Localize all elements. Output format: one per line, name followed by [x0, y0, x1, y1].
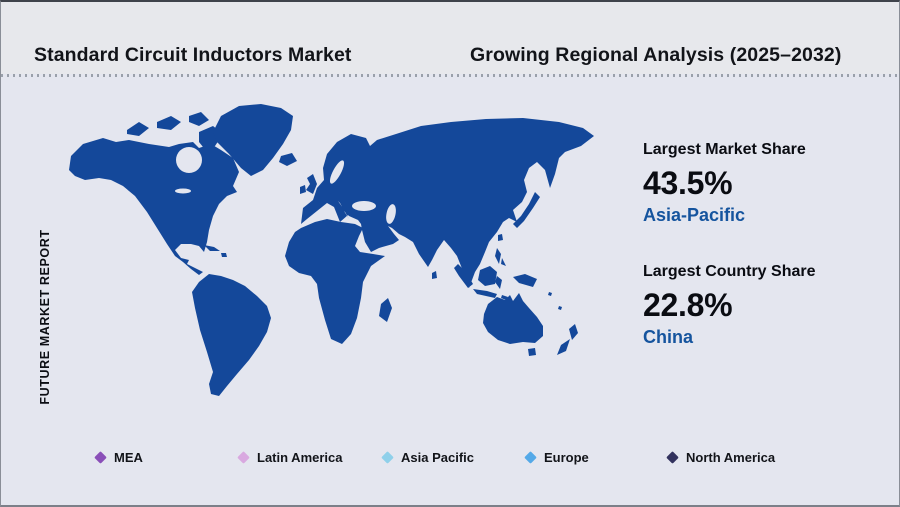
diamond-icon — [381, 450, 394, 464]
stat-label: Largest Market Share — [643, 141, 806, 158]
stat-value: 43.5% — [643, 165, 733, 201]
legend-item-north-america: North America — [666, 448, 776, 466]
legend-item-mea: MEA — [94, 448, 143, 466]
world-map — [61, 92, 621, 412]
diamond-icon — [237, 450, 250, 464]
page-title: Standard Circuit Inductors Market — [34, 44, 352, 66]
dotted-divider — [1, 74, 899, 77]
map-australia — [483, 293, 543, 344]
map-new-zealand — [569, 324, 578, 340]
map-north-america — [69, 138, 239, 275]
brand-vertical-label: FUTURE MARKET REPORT — [38, 229, 52, 405]
map-caspian-sea — [386, 204, 396, 224]
map-sumatra — [454, 264, 473, 288]
stat-region: China — [643, 327, 694, 347]
legend-item-asia-pacific: Asia Pacific — [381, 448, 474, 466]
map-hudson-bay — [176, 147, 202, 173]
map-iceland — [279, 153, 297, 166]
diamond-icon — [666, 450, 679, 464]
map-japan — [513, 192, 540, 228]
header: Standard Circuit Inductors Market Growin… — [1, 2, 899, 74]
diamond-icon — [94, 450, 107, 464]
map-new-guinea — [513, 274, 537, 287]
diamond-icon — [524, 450, 537, 464]
map-madagascar — [379, 298, 392, 322]
stat-market-share: Largest Market Share 43.5% Asia-Pacific — [643, 139, 806, 226]
legend: MEA Latin America Asia Pacific Europe No… — [1, 448, 899, 468]
map-africa — [285, 219, 385, 344]
legend-item-europe: Europe — [524, 448, 589, 466]
map-south-america — [192, 274, 271, 396]
map-inland-seas — [175, 147, 396, 224]
map-great-lakes — [175, 188, 191, 194]
legend-label: MEA — [114, 449, 143, 465]
map-tasmania — [528, 348, 536, 356]
legend-label: Europe — [544, 449, 589, 465]
map-borneo — [478, 266, 497, 286]
map-baltic-sea — [329, 160, 345, 184]
stat-country-share: Largest Country Share 22.8% China — [643, 261, 815, 348]
map-eurasia — [301, 118, 594, 288]
map-philippines — [495, 248, 501, 264]
map-cuba — [204, 245, 220, 251]
page-subtitle: Growing Regional Analysis (2025–2032) — [470, 44, 842, 66]
map-uk — [306, 174, 317, 194]
stat-value: 22.8% — [643, 287, 733, 323]
map-black-sea — [352, 201, 376, 211]
world-map-svg — [69, 104, 594, 396]
legend-label: Latin America — [257, 449, 343, 465]
legend-label: Asia Pacific — [401, 449, 474, 465]
stat-region: Asia-Pacific — [643, 205, 746, 225]
map-land — [69, 104, 594, 396]
legend-label: North America — [686, 449, 776, 465]
legend-item-latin-america: Latin America — [237, 448, 343, 466]
map-greenland — [213, 104, 293, 176]
map-java — [473, 289, 497, 298]
stat-label: Largest Country Share — [643, 263, 816, 280]
